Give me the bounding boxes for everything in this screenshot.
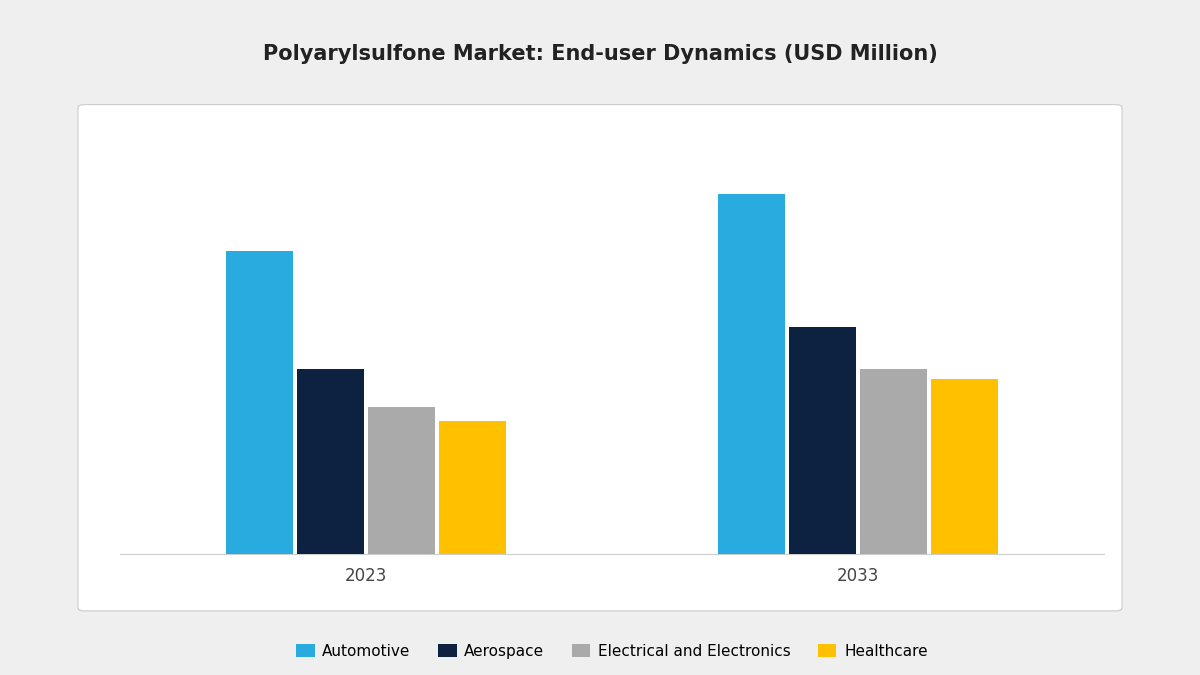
Bar bbox=[788, 327, 857, 554]
Legend: Automotive, Aerospace, Electrical and Electronics, Healthcare: Automotive, Aerospace, Electrical and El… bbox=[290, 638, 934, 665]
Text: Polyarylsulfone Market: End-user Dynamics (USD Million): Polyarylsulfone Market: End-user Dynamic… bbox=[263, 44, 937, 64]
Bar bbox=[367, 407, 436, 554]
Bar bbox=[439, 421, 506, 554]
Bar bbox=[931, 379, 998, 554]
Bar bbox=[226, 251, 293, 554]
Bar bbox=[718, 194, 785, 554]
Bar bbox=[296, 369, 365, 554]
Bar bbox=[859, 369, 928, 554]
